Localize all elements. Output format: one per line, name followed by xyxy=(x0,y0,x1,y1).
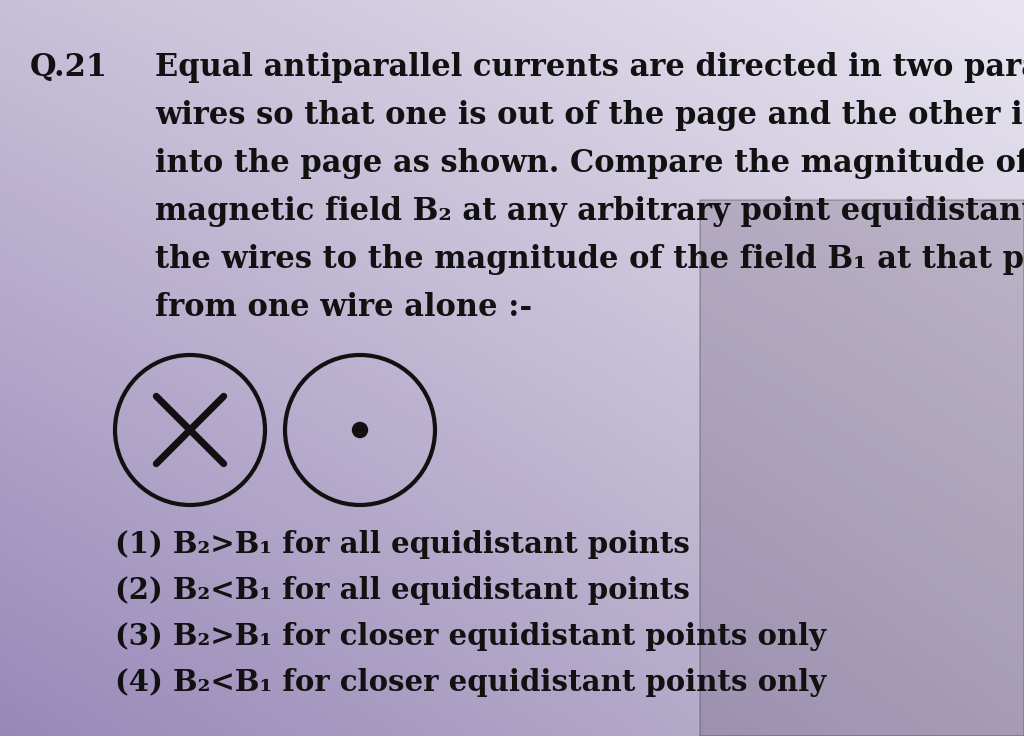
Text: the wires to the magnitude of the field B₁ at that point: the wires to the magnitude of the field … xyxy=(155,244,1024,275)
Text: Equal antiparallel currents are directed in two parallel: Equal antiparallel currents are directed… xyxy=(155,52,1024,83)
Text: Q.21: Q.21 xyxy=(30,52,108,83)
Text: (4) B₂<B₁ for closer equidistant points only: (4) B₂<B₁ for closer equidistant points … xyxy=(115,668,826,697)
Text: (2) B₂<B₁ for all equidistant points: (2) B₂<B₁ for all equidistant points xyxy=(115,576,690,605)
Text: magnetic field B₂ at any arbitrary point equidistant from: magnetic field B₂ at any arbitrary point… xyxy=(155,196,1024,227)
Text: wires so that one is out of the page and the other is: wires so that one is out of the page and… xyxy=(155,100,1024,131)
FancyBboxPatch shape xyxy=(700,200,1024,736)
Circle shape xyxy=(352,422,368,437)
Text: from one wire alone :-: from one wire alone :- xyxy=(155,292,532,323)
Text: (3) B₂>B₁ for closer equidistant points only: (3) B₂>B₁ for closer equidistant points … xyxy=(115,622,826,651)
Text: (1) B₂>B₁ for all equidistant points: (1) B₂>B₁ for all equidistant points xyxy=(115,530,690,559)
Text: into the page as shown. Compare the magnitude of the: into the page as shown. Compare the magn… xyxy=(155,148,1024,179)
